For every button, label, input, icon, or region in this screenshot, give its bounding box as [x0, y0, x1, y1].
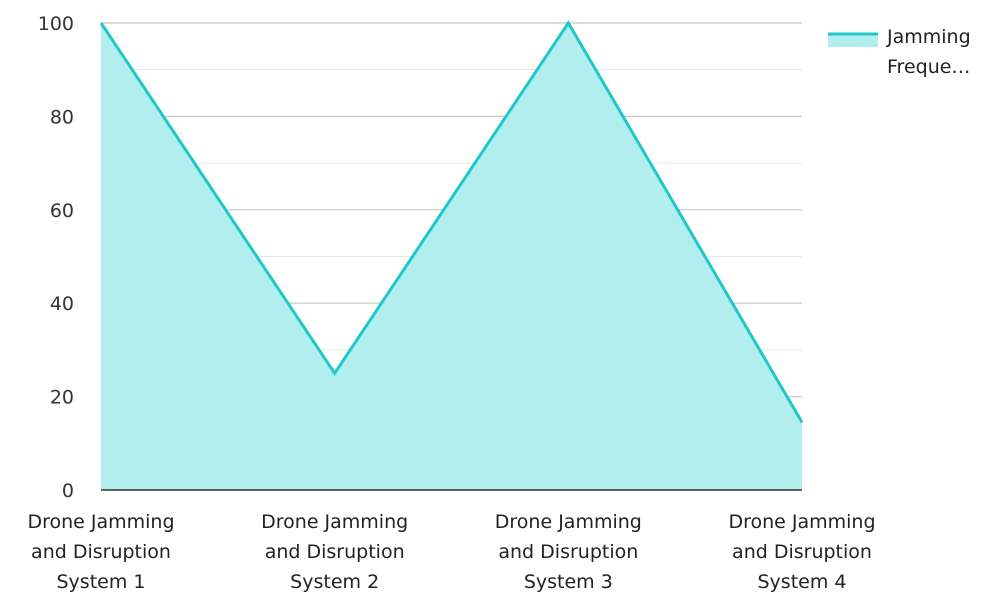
- data-point-1[interactable]: [95, 17, 107, 29]
- x-category-label: Drone Jamming and Disruption System 1: [27, 511, 174, 593]
- data-point-4[interactable]: [796, 416, 808, 428]
- y-tick-label: 20: [50, 387, 74, 409]
- data-point-3[interactable]: [562, 17, 574, 29]
- legend[interactable]: Jamming Freque…: [828, 26, 971, 78]
- y-tick-label: 80: [50, 106, 74, 128]
- data-point-2[interactable]: [329, 367, 341, 379]
- area-layer: [95, 17, 808, 490]
- y-tick-label: 60: [50, 200, 74, 222]
- x-category-label: Drone Jamming and Disruption System 4: [728, 511, 875, 593]
- y-tick-label: 100: [38, 13, 74, 35]
- series-line-0: [99, 20, 804, 424]
- legend-swatch: [828, 33, 878, 47]
- legend-label: Jamming Freque…: [886, 26, 971, 78]
- area-fill-series-0: [101, 23, 802, 490]
- x-axis-ticks: Drone Jamming and Disruption System 1 Drone…: [27, 511, 875, 593]
- x-category-label: Drone Jamming and Disruption System 3: [495, 511, 642, 593]
- x-category-label: Drone Jamming and Disruption System 2: [261, 511, 408, 593]
- y-tick-label: 40: [50, 293, 74, 315]
- y-axis-ticks: 0 20 40 60 80 100: [38, 13, 74, 502]
- y-tick-label: 0: [62, 480, 74, 502]
